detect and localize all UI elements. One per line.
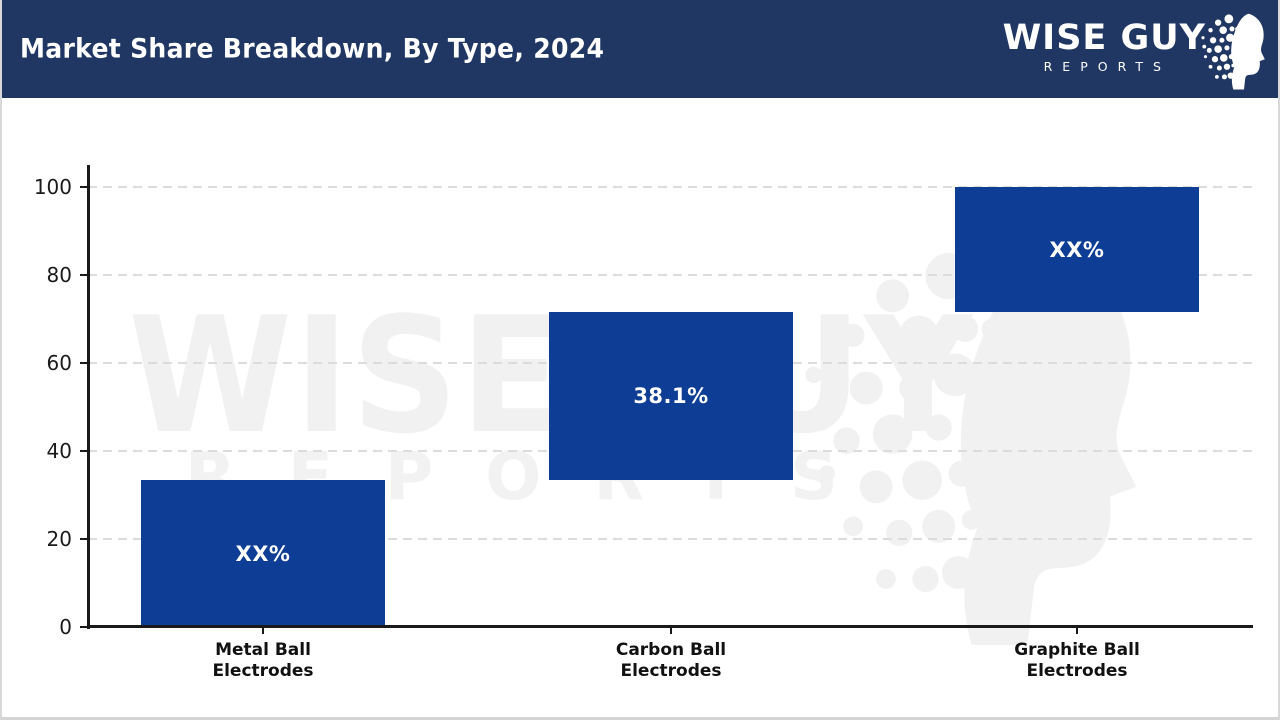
x-tick-mark-graphite-ball-electrodes (1076, 627, 1078, 634)
logo-face-icon (1201, 13, 1265, 90)
bar-carbon-ball-electrodes: 38.1% (549, 312, 793, 481)
y-tick-label-20: 20 (46, 527, 72, 551)
page-title: Market Share Breakdown, By Type, 2024 (20, 33, 605, 65)
x-axis-label-carbon-ball-electrodes: Carbon Ball Electrodes (615, 640, 727, 681)
y-tick-label-60: 60 (46, 351, 72, 375)
bar-graphite-ball-electrodes: XX% (955, 187, 1199, 313)
y-tick-label-100: 100 (33, 175, 72, 199)
y-tick-label-80: 80 (46, 263, 72, 287)
y-tick-mark-0 (80, 626, 88, 628)
x-axis-label-metal-ball-electrodes: Metal Ball Electrodes (212, 640, 314, 681)
x-axis-label-graphite-ball-electrodes: Graphite Ball Electrodes (1014, 640, 1140, 681)
y-tick-mark-80 (80, 274, 88, 276)
y-axis-line (87, 165, 90, 629)
wise-guy-reports-logo: WISE GUY REPORTS (1003, 8, 1272, 92)
y-tick-mark-60 (80, 362, 88, 364)
logo-text: WISE GUY REPORTS (1003, 20, 1206, 74)
gridline-100 (88, 186, 1253, 188)
y-tick-label-40: 40 (46, 439, 72, 463)
x-tick-mark-metal-ball-electrodes (262, 627, 264, 634)
bar-value-label-graphite-ball-electrodes: XX% (1049, 237, 1105, 262)
y-tick-mark-100 (80, 186, 88, 188)
x-tick-mark-carbon-ball-electrodes (670, 627, 672, 634)
gridline-20 (88, 538, 1253, 540)
gridline-80 (88, 274, 1253, 276)
bar-metal-ball-electrodes: XX% (141, 480, 385, 627)
bar-value-label-carbon-ball-electrodes: 38.1% (633, 384, 709, 409)
logo-wordmark: WISE GUY (1002, 18, 1206, 58)
logo-subtitle: REPORTS (1043, 58, 1171, 74)
watermark-face-graphic (805, 249, 1137, 645)
y-tick-label-0: 0 (59, 615, 72, 639)
x-axis-line (87, 625, 1253, 628)
y-tick-mark-20 (80, 538, 88, 540)
header-bar: Market Share Breakdown, By Type, 2024 WI… (0, 0, 1280, 98)
bar-value-label-metal-ball-electrodes: XX% (235, 541, 291, 566)
y-tick-mark-40 (80, 450, 88, 452)
